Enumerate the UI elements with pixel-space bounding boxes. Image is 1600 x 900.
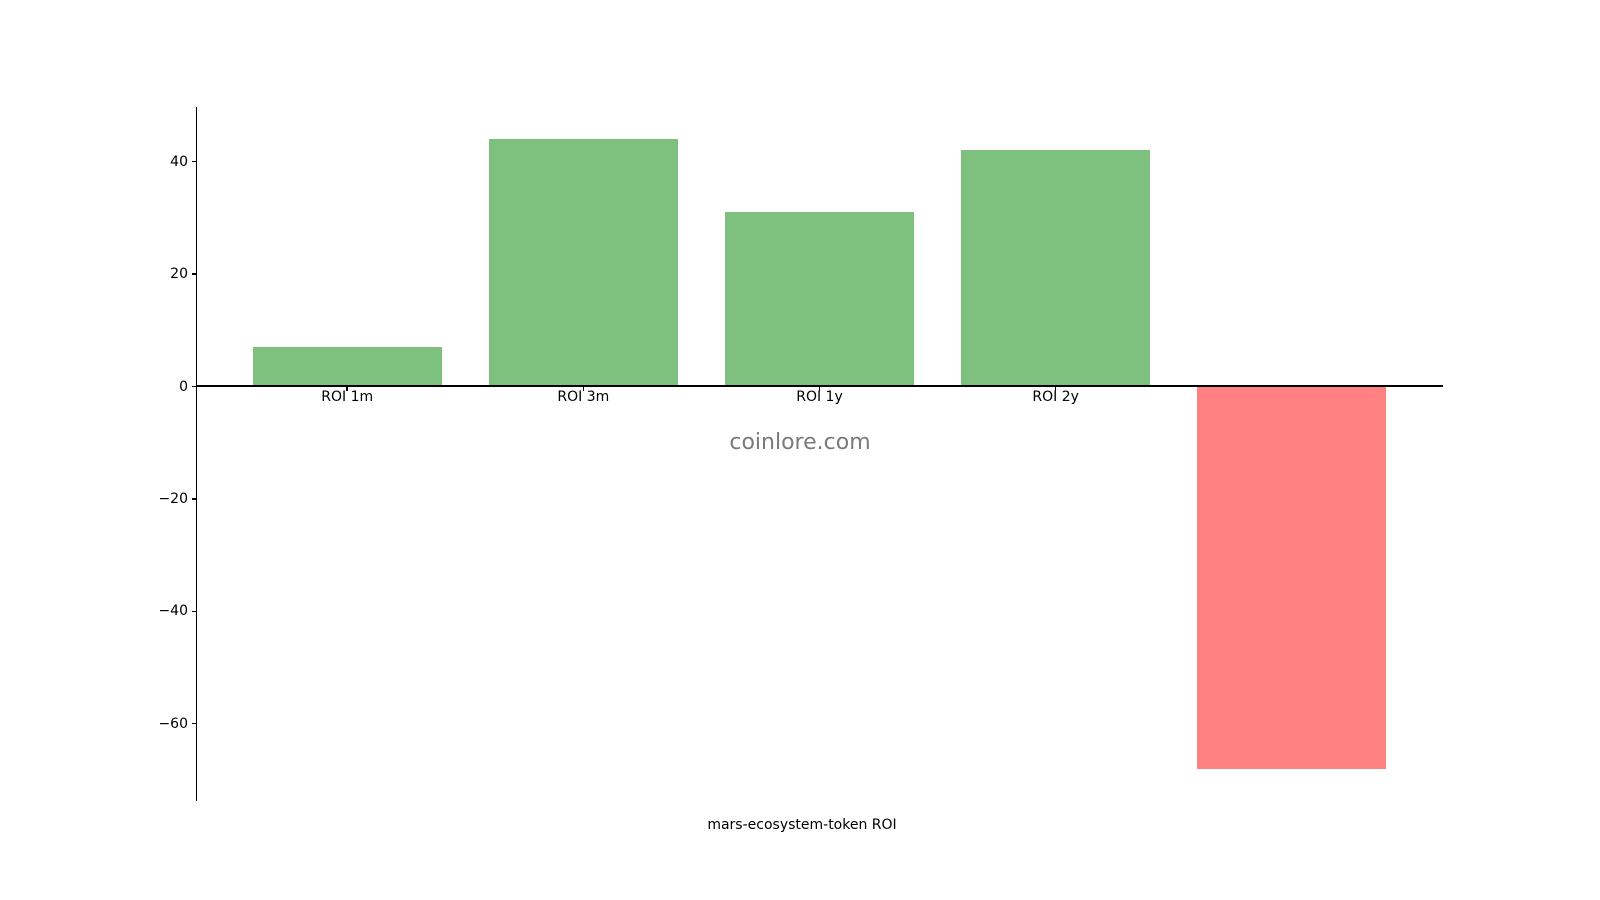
y-tick-label: 20	[170, 266, 188, 283]
x-tick-mark	[818, 386, 821, 391]
x-tick-label: ROI 3m	[557, 389, 610, 405]
bar-roi-1y	[725, 212, 914, 387]
y-tick-mark	[192, 160, 196, 163]
y-tick-label: −20	[158, 490, 188, 507]
bar-unlabeled	[1197, 386, 1387, 769]
y-tick-label: −60	[158, 715, 188, 732]
y-axis-line	[195, 107, 198, 801]
x-tick-mark	[582, 386, 585, 391]
x-tick-mark	[1054, 386, 1057, 391]
bar-roi-3m	[488, 139, 678, 387]
bar-roi-2y	[961, 150, 1151, 387]
y-tick-mark	[192, 385, 196, 388]
watermark-text: coinlore.com	[729, 430, 871, 455]
x-tick-label: ROI 1m	[321, 389, 374, 405]
x-tick-label: ROI 2y	[1032, 389, 1079, 405]
y-tick-label: 0	[179, 378, 188, 395]
x-axis-zero-line	[195, 385, 1443, 387]
y-tick-mark	[192, 722, 196, 725]
x-tick-label: ROI 1y	[796, 389, 843, 405]
bar-roi-1m	[252, 347, 442, 387]
y-tick-mark	[192, 498, 196, 500]
y-tick-label: 40	[170, 153, 188, 170]
x-tick-mark	[346, 386, 348, 391]
y-tick-mark	[192, 610, 196, 613]
y-tick-mark	[192, 273, 196, 275]
chart-title: mars-ecosystem-token ROI	[707, 817, 897, 833]
y-tick-label: −40	[158, 603, 188, 620]
